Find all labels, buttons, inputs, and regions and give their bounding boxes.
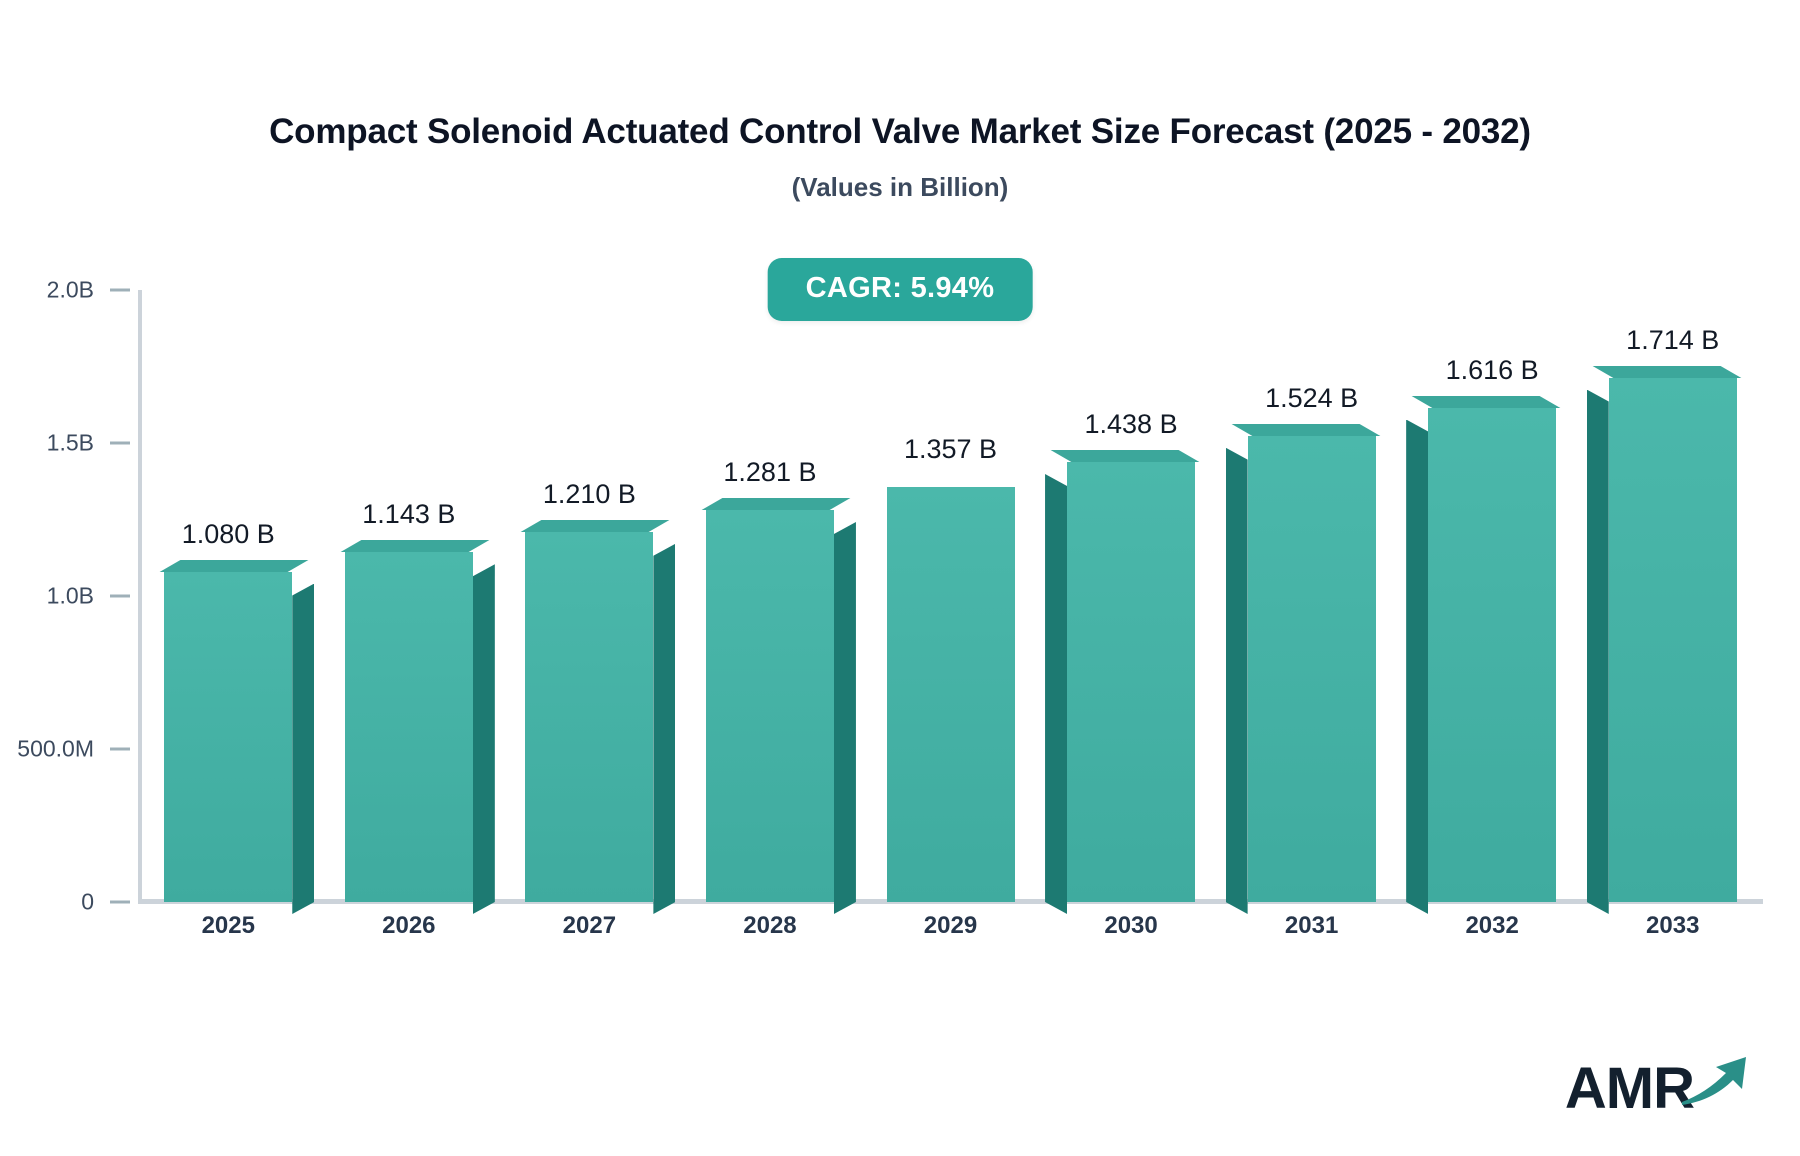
y-axis-tick: 1.0B <box>47 583 138 610</box>
bar-value-label: 1.143 B <box>362 499 456 530</box>
bar-side-face <box>653 544 675 914</box>
bar-front-face <box>1247 435 1376 902</box>
bar-front-face <box>525 531 654 902</box>
bar-top-face <box>1231 423 1381 436</box>
x-axis-tick-label: 2026 <box>382 912 436 939</box>
bar-top-face <box>159 559 309 572</box>
x-axis-tick-label: 2025 <box>201 912 255 939</box>
bar-value-label: 1.281 B <box>723 457 817 488</box>
x-axis-tick-label: 2032 <box>1465 912 1519 939</box>
cagr-badge: CAGR: 5.94% <box>767 258 1033 321</box>
bar[interactable] <box>1247 423 1381 902</box>
bar-value-label: 1.714 B <box>1626 324 1720 355</box>
y-axis-tick: 0 <box>81 889 138 916</box>
bar-value-label: 1.080 B <box>181 518 275 549</box>
y-axis-tick: 500.0M <box>17 736 138 763</box>
bar-top-face <box>1050 449 1200 462</box>
bar-side-face <box>1226 448 1248 914</box>
x-axis-tick-label: 2031 <box>1284 912 1339 939</box>
x-axis-tick-label: 2027 <box>562 912 617 939</box>
bar[interactable] <box>1608 365 1742 902</box>
bar-front-face <box>886 486 1015 902</box>
y-axis: 0 500.0M 1.0B 1.5B 2.0B <box>0 0 138 1156</box>
bar-top-face <box>1411 395 1561 408</box>
x-axis-ticks: 2025 2026 2027 2028 2029 2030 2031 2032 2033 <box>138 912 1763 972</box>
bar-front-face <box>1428 407 1557 902</box>
y-axis-tick: 1.5B <box>47 430 138 457</box>
bar-top-face <box>701 498 851 511</box>
bar-value-label: 1.438 B <box>1084 408 1178 439</box>
bar-column[interactable]: 1.143 B <box>340 290 473 902</box>
bar-column[interactable]: 1.080 B <box>159 290 293 902</box>
bar[interactable] <box>886 486 1015 902</box>
y-axis-tick-mark <box>110 900 130 904</box>
bar-front-face <box>1608 377 1737 902</box>
x-axis-tick-label: 2029 <box>923 912 978 939</box>
y-axis-tick-label: 0 <box>81 888 94 915</box>
amr-logo-text: AMR <box>1564 1056 1695 1121</box>
bar-value-label: 1.616 B <box>1445 354 1539 385</box>
bar-column[interactable]: 1.524 B <box>1247 290 1381 902</box>
y-axis-tick-label: 500.0M <box>17 735 94 762</box>
bar-column[interactable]: 1.438 B <box>1067 290 1200 902</box>
y-axis-tick-label: 2.0B <box>46 276 94 303</box>
y-axis-tick-mark <box>110 594 130 598</box>
y-axis-tick-mark <box>110 288 130 292</box>
x-axis-tick-label: 2033 <box>1646 912 1700 939</box>
bar[interactable] <box>1428 395 1561 902</box>
bar[interactable] <box>159 559 293 902</box>
bar-value-label: 1.524 B <box>1265 382 1359 413</box>
bar[interactable] <box>701 498 834 902</box>
bar[interactable] <box>1067 449 1200 902</box>
bar-value-label: 1.210 B <box>542 478 636 509</box>
bars-layer: 1.080 B 1.143 B 1.210 B 1.281 B 1.357 B 1.438… <box>138 290 1763 902</box>
bar-column[interactable]: 1.616 B <box>1428 290 1561 902</box>
bar[interactable] <box>520 519 654 902</box>
bar-column[interactable]: 1.281 B <box>701 290 834 902</box>
amr-logo: AMR <box>1565 1049 1752 1118</box>
bar-value-label: 1.357 B <box>903 433 998 464</box>
bar-side-face <box>473 564 495 914</box>
bar-side-face <box>292 584 314 914</box>
chart-title: Compact Solenoid Actuated Control Valve … <box>269 112 1531 151</box>
bar-side-face <box>1406 420 1428 914</box>
x-axis-tick-label: 2030 <box>1104 912 1158 939</box>
bar-side-face <box>1045 474 1067 914</box>
trending-up-arrow-icon <box>1680 1049 1752 1114</box>
bar-column[interactable]: 1.714 B <box>1608 290 1742 902</box>
bar-top-face <box>520 519 670 532</box>
y-axis-tick-mark <box>110 747 130 751</box>
bar-top-face <box>340 540 490 553</box>
bar-front-face <box>344 552 473 902</box>
y-axis-tick-mark <box>110 441 130 445</box>
bar-front-face <box>164 571 293 902</box>
bar-top-face <box>1592 365 1742 378</box>
bar-column[interactable]: 1.357 B <box>886 290 1015 902</box>
chart-subtitle: (Values in Billion) <box>791 172 1009 202</box>
bar-front-face <box>705 510 834 902</box>
bar-side-face <box>834 522 856 914</box>
y-axis-tick-label: 1.5B <box>46 429 94 456</box>
y-axis-tick-label: 1.0B <box>46 582 94 609</box>
y-axis-tick: 2.0B <box>47 277 138 304</box>
bar-column[interactable]: 1.210 B <box>520 290 654 902</box>
x-axis-tick-label: 2028 <box>743 912 797 939</box>
bar[interactable] <box>340 540 473 902</box>
bar-side-face <box>1587 390 1609 914</box>
bar-front-face <box>1067 461 1196 902</box>
y-axis-line <box>138 290 142 903</box>
